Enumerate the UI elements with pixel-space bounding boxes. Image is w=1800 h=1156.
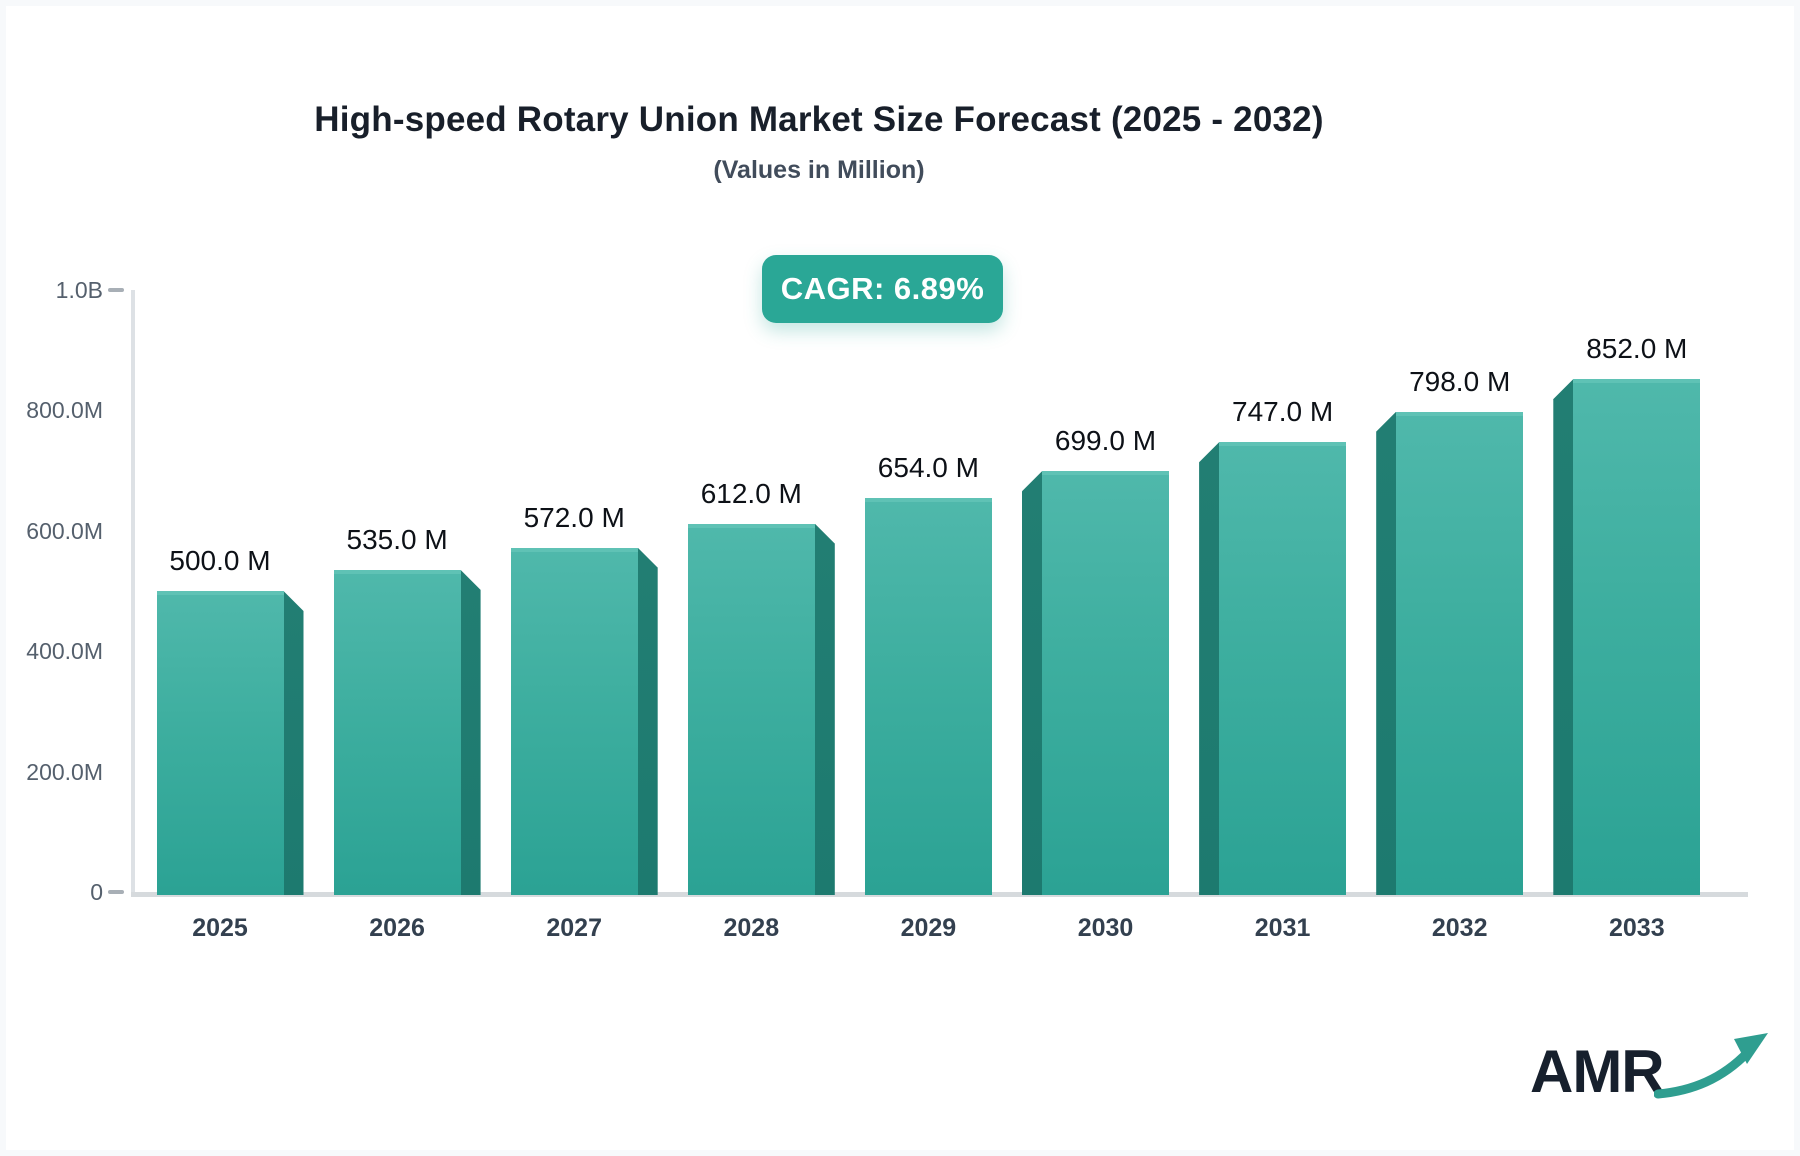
chart-header: High-speed Rotary Union Market Size Fore… — [6, 100, 1632, 185]
chart-title: High-speed Rotary Union Market Size Fore… — [314, 100, 1324, 139]
x-axis-label: 2032 — [1431, 914, 1488, 942]
bar-2032 — [1396, 411, 1524, 895]
plot-area: 1.0B 800.0M 600.0M 400.0M 200.0M 0 500.0 M 2025… — [6, 6, 1794, 1150]
cagr-badge: CAGR: 6.89% — [762, 255, 1003, 323]
bar-side-face — [1022, 471, 1042, 895]
cagr-badge-label: CAGR: 6.89% — [780, 271, 985, 306]
x-axis-label: 2028 — [723, 914, 780, 942]
bar-value-label: 699.0 M — [1054, 425, 1157, 457]
bar-value-label: 747.0 M — [1232, 396, 1334, 428]
bar-2026 — [333, 569, 461, 895]
y-axis-tick-label: 400.0M — [26, 638, 103, 665]
y-axis-tick-label: 800.0M — [26, 397, 103, 424]
bar-value-label: 654.0 M — [877, 452, 979, 484]
x-axis-label: 2026 — [369, 914, 425, 942]
bar-value-label: 500.0 M — [169, 545, 271, 576]
x-axis-label: 2027 — [546, 914, 602, 942]
y-axis-tick-mark — [108, 890, 124, 894]
bar-2025 — [156, 591, 284, 895]
y-axis-tick-mark — [108, 288, 124, 292]
y-axis-tick-label: 600.0M — [26, 517, 103, 544]
bar-2033 — [1573, 379, 1701, 895]
growth-arrow-icon — [1653, 1033, 1768, 1099]
brand-logo-text: AMR — [1530, 1037, 1665, 1105]
y-axis-line — [131, 290, 135, 894]
bar-side-face — [1553, 379, 1574, 895]
bar-side-face — [460, 569, 481, 895]
bar-side-face — [1376, 411, 1397, 895]
x-axis-label: 2031 — [1254, 914, 1311, 942]
bar-value-label: 535.0 M — [346, 523, 448, 555]
x-axis-label: 2025 — [192, 914, 248, 942]
bar-2030 — [1042, 471, 1169, 895]
x-axis-label: 2030 — [1077, 914, 1134, 942]
bar-side-face — [283, 591, 304, 895]
bar-2028 — [687, 523, 815, 895]
bar-2027 — [510, 547, 638, 895]
bar-value-label: 852.0 M — [1586, 333, 1688, 365]
bar-value-label: 572.0 M — [523, 501, 625, 533]
x-axis-label: 2029 — [900, 914, 957, 942]
chart-subtitle: (Values in Million) — [713, 156, 925, 184]
bar-side-face — [814, 523, 835, 895]
x-axis-label: 2033 — [1608, 914, 1665, 942]
bar-side-face — [1199, 442, 1220, 895]
bar-2031 — [1219, 442, 1347, 895]
brand-logo: AMR — [1530, 1033, 1772, 1106]
y-axis-tick-label: 1.0B — [55, 277, 103, 303]
bar-value-label: 798.0 M — [1409, 365, 1511, 397]
y-axis-tick-label: 200.0M — [26, 758, 103, 785]
bar-side-face — [637, 547, 658, 895]
y-axis-tick-label: 0 — [90, 879, 103, 905]
bar-value-label: 612.0 M — [700, 477, 802, 509]
bar-2029 — [864, 498, 992, 895]
